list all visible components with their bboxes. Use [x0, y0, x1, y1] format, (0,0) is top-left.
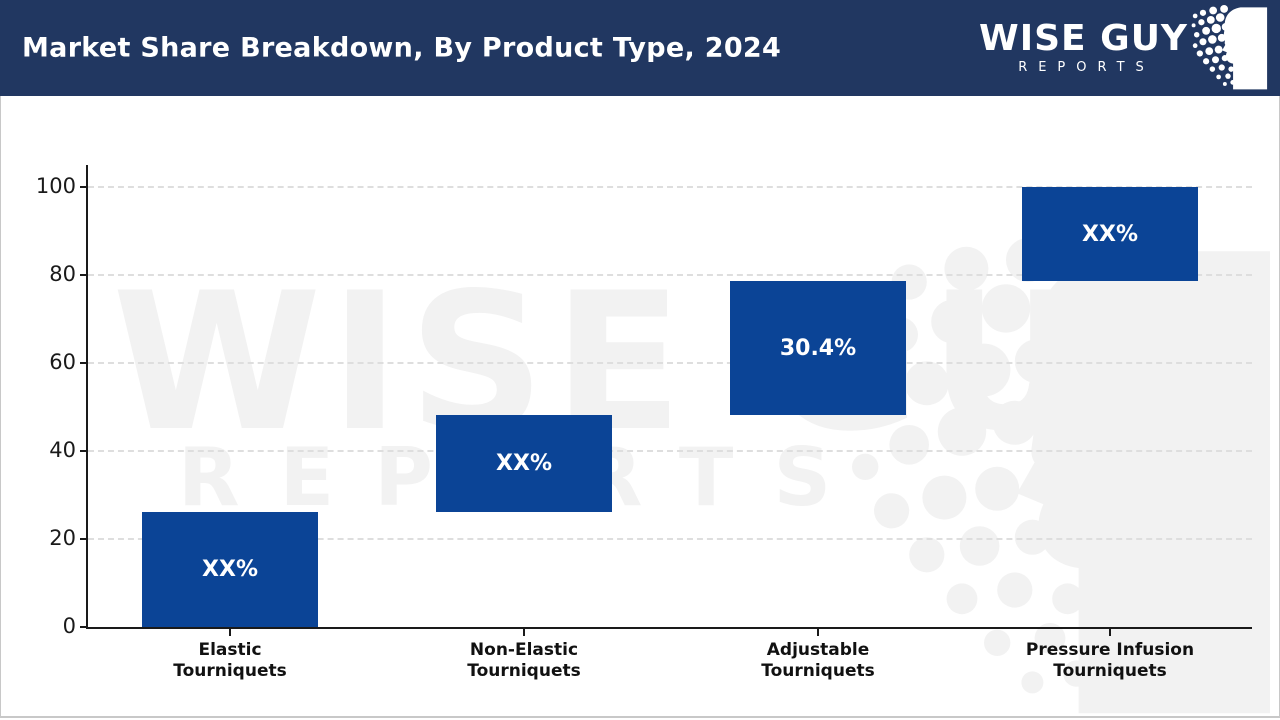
brand-subname: REPORTS	[1018, 60, 1155, 75]
category-label-line: Tourniquets	[467, 660, 581, 681]
category-label-pressure-infusion-tourniquets: Pressure Infusion Tourniquets	[995, 640, 1225, 681]
gridline-100	[88, 186, 1252, 188]
y-tick-mark-0	[80, 626, 88, 628]
category-label-non-elastic-tourniquets: Non-Elastic Tourniquets	[409, 640, 639, 681]
gridline-60	[88, 362, 1252, 364]
y-tick-label-0: 0	[62, 614, 76, 638]
y-tick-mark-40	[80, 450, 88, 452]
category-label-line: Tourniquets	[1053, 660, 1167, 681]
category-label-adjustable-tourniquets: Adjustable Tourniquets	[703, 640, 933, 681]
bar-pressure-infusion-tourniquets: XX%	[1022, 187, 1198, 282]
category-label-line: Pressure Infusion	[1025, 640, 1195, 660]
page-title: Market Share Breakdown, By Product Type,…	[22, 32, 782, 64]
category-label-elastic-tourniquets: Elastic Tourniquets	[115, 640, 345, 681]
y-tick-label-100: 100	[35, 174, 76, 198]
gridline-40	[88, 450, 1252, 452]
y-tick-mark-80	[80, 274, 88, 276]
y-axis-line	[86, 165, 88, 629]
x-tick-mark-non-elastic-tourniquets	[523, 629, 525, 636]
bar-value-label-non-elastic-tourniquets: XX%	[496, 450, 552, 476]
category-label-line: Tourniquets	[761, 660, 875, 681]
frame-border-bottom	[0, 716, 1280, 718]
bar-adjustable-tourniquets: 30.4%	[730, 281, 906, 415]
x-tick-mark-adjustable-tourniquets	[817, 629, 819, 636]
category-label-line: Tourniquets	[173, 660, 287, 681]
x-tick-mark-pressure-infusion-tourniquets	[1109, 629, 1111, 636]
y-tick-label-40: 40	[49, 438, 76, 462]
bar-value-label-adjustable-tourniquets: 30.4%	[779, 335, 857, 361]
y-tick-mark-100	[80, 186, 88, 188]
category-label-line: Elastic	[198, 640, 262, 660]
header-bar: Market Share Breakdown, By Product Type,…	[0, 0, 1280, 96]
bar-value-label-pressure-infusion-tourniquets: XX%	[1082, 221, 1138, 247]
bar-elastic-tourniquets: XX%	[142, 511, 318, 627]
bar-value-label-elastic-tourniquets: XX%	[202, 556, 258, 582]
y-tick-mark-20	[80, 538, 88, 540]
brand-logo: WISE GUY REPORTS	[979, 4, 1274, 92]
y-tick-label-20: 20	[49, 526, 76, 550]
brand-name: WISE GUY	[978, 18, 1188, 59]
x-axis-line	[86, 627, 1252, 629]
bar-non-elastic-tourniquets: XX%	[436, 414, 612, 512]
y-tick-label-60: 60	[49, 350, 76, 374]
x-tick-mark-elastic-tourniquets	[229, 629, 231, 636]
gridline-20	[88, 538, 1252, 540]
category-label-line: Adjustable	[766, 640, 870, 660]
dotted-head-icon	[1191, 5, 1268, 90]
gridline-80	[88, 274, 1252, 276]
frame-border-left	[0, 96, 1, 718]
y-tick-label-80: 80	[49, 262, 76, 286]
y-tick-mark-60	[80, 362, 88, 364]
category-label-line: Non-Elastic	[469, 640, 579, 660]
brand-logo-text: WISE GUY REPORTS	[978, 18, 1188, 76]
